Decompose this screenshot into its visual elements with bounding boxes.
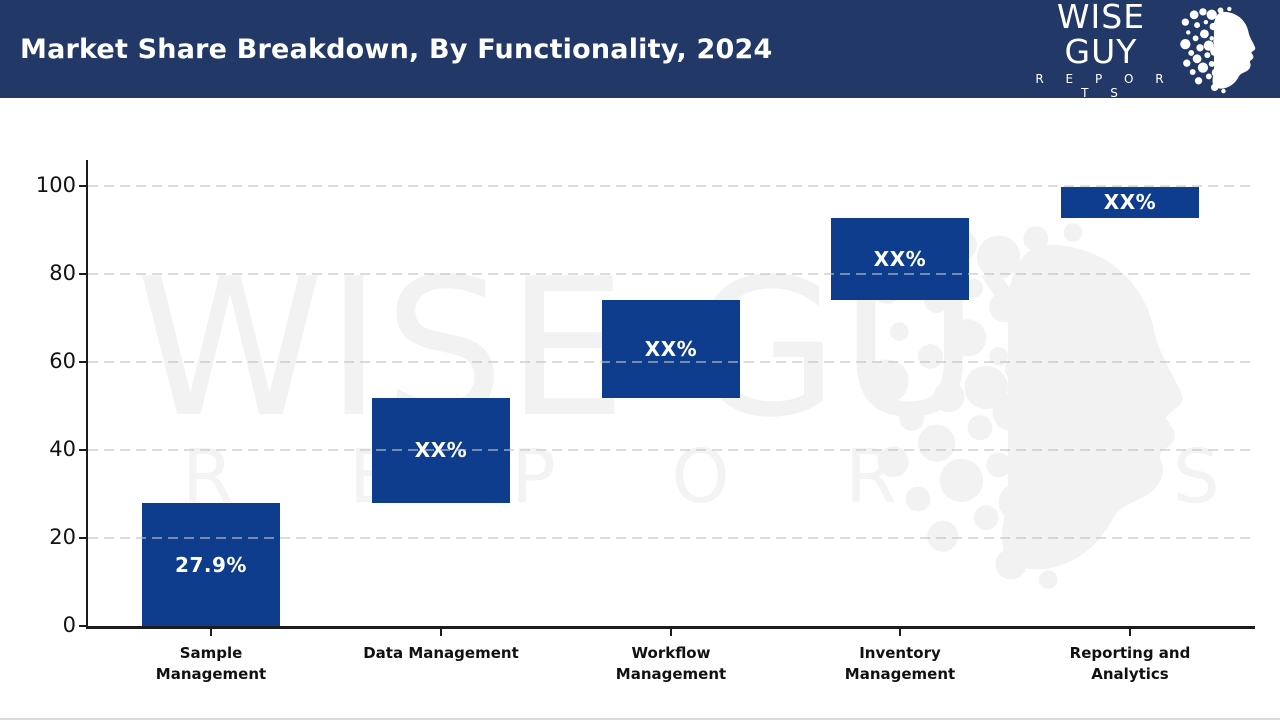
bar-workflow-management: XX%	[602, 299, 740, 398]
x-tick-sample-management	[210, 628, 212, 636]
y-tick-80	[79, 273, 88, 275]
x-category-label-data-management: Data Management	[363, 644, 519, 662]
x-tick-reporting-and-analytics	[1129, 628, 1131, 636]
bar-reporting-and-analytics: XX%	[1061, 186, 1199, 219]
chart-area: WISE GUY R E P O R T S 0 20 40 60 80 100 27.9%…	[0, 98, 1280, 718]
gridline-80	[88, 273, 1255, 275]
x-category-label-workflow-management: Workflow Management	[615, 644, 727, 683]
bar-inventory-management: XX%	[831, 218, 969, 300]
y-tick-label-40: 40	[49, 437, 76, 461]
logo-wordmark: WISE GUY	[1056, 0, 1146, 71]
x-category-label-sample-management: Sample Management	[155, 644, 267, 683]
x-category-label-reporting-and-analytics: Reporting and Analytics	[1069, 644, 1191, 683]
gridline-60	[88, 361, 1255, 363]
y-tick-40	[79, 449, 88, 451]
gridline-100	[88, 185, 1255, 187]
logo-subtitle: R E P O R T S	[1035, 71, 1173, 100]
y-axis-line	[86, 160, 88, 629]
y-tick-60	[79, 361, 88, 363]
bar-value-label-workflow-management: XX%	[644, 336, 698, 361]
header-bar: Market Share Breakdown, By Functionality…	[0, 0, 1280, 100]
x-category-label-inventory-management: Inventory Management	[844, 644, 956, 683]
x-tick-workflow-management	[670, 628, 672, 636]
y-tick-label-100: 100	[35, 173, 76, 197]
bar-sample-management: 27.9%	[142, 503, 280, 626]
y-tick-100	[79, 185, 88, 187]
bar-value-label-reporting-and-analytics: XX%	[1103, 190, 1157, 215]
y-tick-label-80: 80	[49, 261, 76, 285]
bar-value-label-sample-management: 27.9%	[175, 552, 247, 577]
y-tick-0	[79, 625, 88, 627]
x-axis-line	[86, 626, 1255, 629]
gridline-40	[88, 449, 1255, 451]
gridline-20	[88, 537, 1255, 539]
logo-text: WISE GUY R E P O R T S	[1026, 0, 1176, 100]
y-tick-label-60: 60	[49, 349, 76, 373]
bar-value-label-inventory-management: XX%	[873, 247, 927, 272]
x-tick-inventory-management	[899, 628, 901, 636]
logo-head-icon	[1180, 6, 1256, 94]
y-tick-label-0: 0	[62, 613, 76, 637]
y-tick-label-20: 20	[49, 525, 76, 549]
y-tick-20	[79, 537, 88, 539]
page-title: Market Share Breakdown, By Functionality…	[20, 34, 773, 65]
x-tick-data-management	[440, 628, 442, 636]
plot-area: 0 20 40 60 80 100 27.9% Sample Management XX% Dat…	[0, 98, 1280, 718]
wise-guy-reports-logo: WISE GUY R E P O R T S	[1026, 0, 1266, 100]
